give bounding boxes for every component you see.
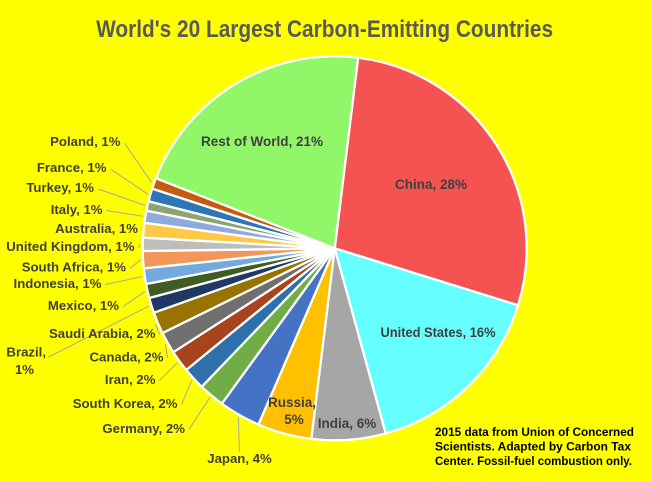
svg-text:Brazil,: Brazil, [6, 345, 46, 360]
svg-text:Germany, 2%: Germany, 2% [102, 421, 185, 436]
svg-text:South Korea, 2%: South Korea, 2% [73, 396, 178, 411]
svg-text:Russia,: Russia, [268, 395, 316, 410]
svg-text:India, 6%: India, 6% [318, 416, 377, 431]
svg-text:Canada, 2%: Canada, 2% [89, 350, 163, 365]
svg-text:Rest of World, 21%: Rest of World, 21% [201, 134, 323, 149]
svg-text:5%: 5% [284, 412, 304, 427]
svg-text:Center. Fossil-fuel combustion: Center. Fossil-fuel combustion only. [435, 454, 632, 468]
svg-text:United Kingdom, 1%: United Kingdom, 1% [6, 239, 134, 254]
svg-text:Australia, 1%: Australia, 1% [55, 221, 138, 236]
svg-text:Saudi Arabia, 2%: Saudi Arabia, 2% [49, 326, 156, 341]
svg-text:France, 1%: France, 1% [37, 160, 107, 175]
svg-text:2015 data from Union of Concer: 2015 data from Union of Concerned [435, 425, 634, 439]
svg-text:Poland, 1%: Poland, 1% [50, 134, 121, 149]
svg-text:Scientists. Adapted by Carbon: Scientists. Adapted by Carbon Tax [435, 440, 631, 454]
svg-text:World's 20 Largest Carbon-Emit: World's 20 Largest Carbon-Emitting Count… [96, 16, 553, 43]
svg-text:China, 28%: China, 28% [395, 177, 467, 192]
svg-text:Iran, 2%: Iran, 2% [105, 372, 156, 387]
svg-text:United States, 16%: United States, 16% [381, 325, 496, 340]
svg-text:1%: 1% [15, 362, 34, 377]
svg-text:Turkey, 1%: Turkey, 1% [26, 180, 94, 195]
svg-text:Japan, 4%: Japan, 4% [207, 451, 272, 466]
svg-text:Indonesia, 1%: Indonesia, 1% [14, 276, 102, 291]
svg-text:Mexico, 1%: Mexico, 1% [48, 298, 119, 313]
svg-text:South Africa, 1%: South Africa, 1% [22, 260, 127, 275]
svg-text:Italy, 1%: Italy, 1% [51, 202, 103, 217]
